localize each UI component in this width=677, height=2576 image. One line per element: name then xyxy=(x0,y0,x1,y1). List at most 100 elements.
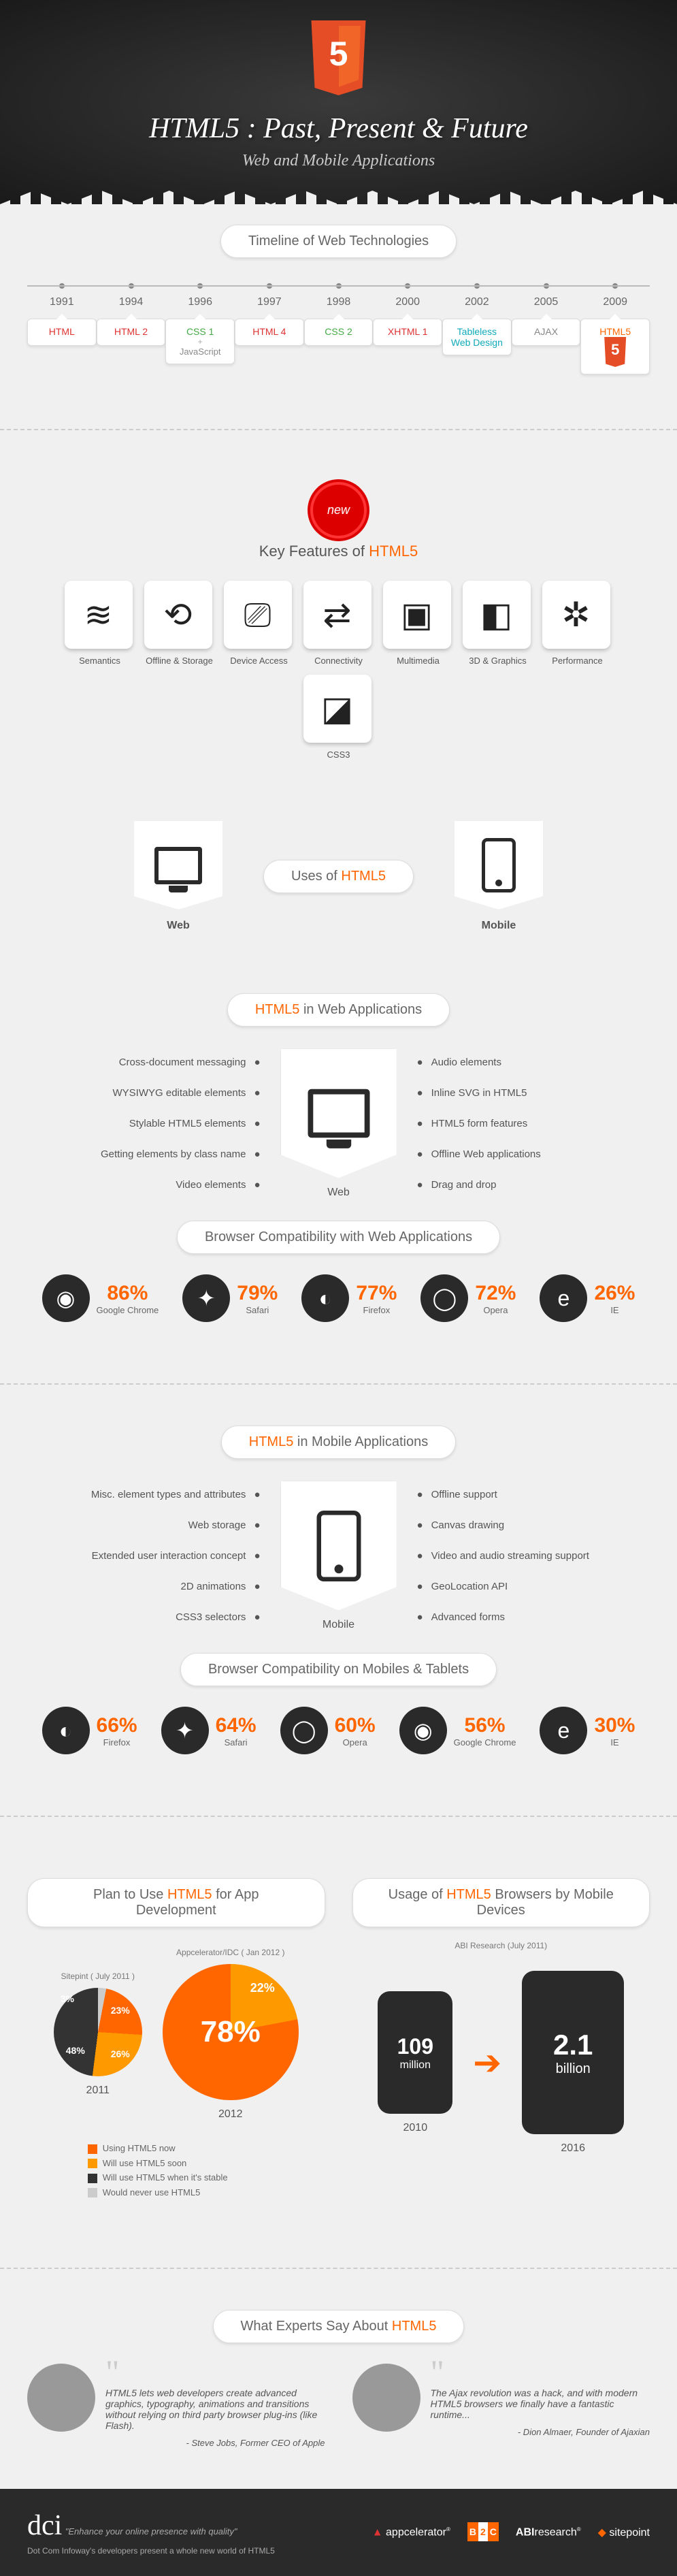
spoke-item: Drag and drop xyxy=(417,1170,621,1200)
plan-legend: Using HTML5 nowWill use HTML5 soonWill u… xyxy=(88,2141,265,2200)
timeline-item: 1996CSS 1+JavaScript xyxy=(165,281,235,374)
experts-section: What Experts Say About HTML5 " HTML5 let… xyxy=(0,2289,677,2489)
uses-web-label: Web xyxy=(134,920,222,932)
feature-icon: ⇄ xyxy=(303,581,371,649)
quote-icon: " xyxy=(105,2364,325,2381)
uses-section: Web Uses of HTML5 Mobile xyxy=(0,780,677,973)
webcompat-title: Browser Compatibility with Web Applicati… xyxy=(177,1221,500,1254)
spoke-item: Advanced forms xyxy=(417,1602,621,1632)
sponsor-logo: ABIresearch® xyxy=(516,2526,581,2539)
header-banner: 5 HTML5 : Past, Present & Future Web and… xyxy=(0,0,677,204)
browser-stat: ✦79%Safari xyxy=(182,1274,278,1322)
spoke-item: Web storage xyxy=(56,1510,261,1541)
feature-item: ◪CSS3 xyxy=(303,675,374,760)
webapps-title: HTML5 in Web Applications xyxy=(227,993,450,1027)
page-title: HTML5 : Past, Present & Future xyxy=(0,112,677,145)
phone-2016: 2.1billion xyxy=(522,1971,624,2134)
timeline-item: 2009HTML5 xyxy=(580,281,650,374)
spoke-item: Cross-document messaging xyxy=(56,1047,261,1078)
timeline-item: 1994HTML 2 xyxy=(97,281,166,374)
feature-icon: ◧ xyxy=(463,581,531,649)
spoke-item: CSS3 selectors xyxy=(56,1602,261,1632)
spoke-item: GeoLocation API xyxy=(417,1571,621,1602)
browser-icon: ✦ xyxy=(182,1274,230,1322)
mob-center-icon xyxy=(281,1481,397,1611)
mob-center-label: Mobile xyxy=(281,1619,397,1631)
browser-icon: ◐ xyxy=(42,1707,90,1754)
page-subtitle: Web and Mobile Applications xyxy=(0,152,677,170)
feature-item: ⇄Connectivity xyxy=(303,581,374,666)
timeline-section: Timeline of Web Technologies 1991HTML199… xyxy=(0,204,677,408)
arrow-icon: ➔ xyxy=(473,2043,501,2082)
web-icon xyxy=(134,821,222,909)
timeline-item: 2000XHTML 1 xyxy=(373,281,442,374)
usage-title: Usage of HTML5 Browsers by Mobile Device… xyxy=(352,1878,650,1927)
browser-stat: ◉86%Google Chrome xyxy=(42,1274,159,1322)
feature-icon: ◪ xyxy=(303,675,371,743)
webapps-section: HTML5 in Web Applications Cross-document… xyxy=(0,973,677,1363)
feature-icon: ≋ xyxy=(65,581,133,649)
footer: dci "Enhance your online presence with q… xyxy=(0,2489,677,2576)
browser-stat: ✦64%Safari xyxy=(161,1707,257,1754)
spoke-item: WYSIWYG editable elements xyxy=(56,1078,261,1108)
spoke-item: Stylable HTML5 elements xyxy=(56,1108,261,1139)
spoke-item: Video elements xyxy=(56,1170,261,1200)
sponsor-logo: ▲ appcelerator® xyxy=(372,2526,450,2539)
browser-stat: ◉56%Google Chrome xyxy=(399,1707,516,1754)
spoke-item: Offline Web applications xyxy=(417,1139,621,1170)
browser-stat: e26%IE xyxy=(540,1274,635,1322)
plan-title: Plan to Use HTML5 for App Development xyxy=(27,1878,325,1927)
feature-icon: ⟲ xyxy=(144,581,212,649)
browser-icon: e xyxy=(540,1274,587,1322)
spoke-item: Extended user interaction concept xyxy=(56,1541,261,1571)
quote-2: " The Ajax revolution was a hack, and wi… xyxy=(352,2364,650,2448)
browser-icon: ◯ xyxy=(280,1707,328,1754)
browser-icon: ◯ xyxy=(420,1274,468,1322)
spoke-item: 2D animations xyxy=(56,1571,261,1602)
legend-item: Would never use HTML5 xyxy=(88,2185,265,2200)
browser-icon: e xyxy=(540,1707,587,1754)
legend-item: Will use HTML5 when it's stable xyxy=(88,2170,265,2185)
timeline-title: Timeline of Web Technologies xyxy=(220,225,457,258)
avatar-almaer xyxy=(352,2364,420,2432)
timeline-item: 2002Tableless Web Design xyxy=(442,281,512,374)
sponsor-logo: ◆ sitepoint xyxy=(598,2526,650,2539)
browser-stat: e30%IE xyxy=(540,1707,635,1754)
mobapps-title: HTML5 in Mobile Applications xyxy=(221,1426,456,1459)
phone-2010-year: 2010 xyxy=(378,2122,452,2134)
feature-item: ⟲Offline & Storage xyxy=(144,581,215,666)
pie2011-src: Sitepint ( July 2011 ) xyxy=(54,1971,142,1981)
feature-item: ▣Multimedia xyxy=(383,581,454,666)
browser-icon: ◉ xyxy=(399,1707,447,1754)
spoke-item: Audio elements xyxy=(417,1047,621,1078)
footer-desc: Dot Com Infoway's developers present a w… xyxy=(27,2546,275,2556)
pie-2012: 22% 78% xyxy=(163,1964,299,2100)
browser-icon: ◉ xyxy=(42,1274,90,1322)
pie2012-year: 2012 xyxy=(163,2108,299,2121)
timeline-item: 2005AJAX xyxy=(512,281,581,374)
browser-stat: ◐66%Firefox xyxy=(42,1707,137,1754)
feature-icon: ✲ xyxy=(542,581,610,649)
timeline-item: 1991HTML xyxy=(27,281,97,374)
experts-title: What Experts Say About HTML5 xyxy=(213,2310,465,2343)
web-center-icon xyxy=(281,1049,397,1178)
uses-title: Uses of HTML5 xyxy=(263,860,414,893)
browser-icon: ✦ xyxy=(161,1707,209,1754)
quote2-author: - Dion Almaer, Founder of Ajaxian xyxy=(431,2427,650,2437)
web-center-label: Web xyxy=(281,1187,397,1199)
avatar-jobs xyxy=(27,2364,95,2432)
feature-item: ⎚Device Access xyxy=(224,581,295,666)
quote1-text: HTML5 lets web developers create advance… xyxy=(105,2387,325,2431)
phone-2010: 109million xyxy=(378,1991,452,2114)
feature-item: ≋Semantics xyxy=(65,581,135,666)
features-section: new Key Features of HTML5 ≋Semantics⟲Off… xyxy=(0,451,677,780)
feature-item: ◧3D & Graphics xyxy=(463,581,533,666)
spoke-item: Offline support xyxy=(417,1479,621,1510)
footer-tag: "Enhance your online presence with quali… xyxy=(65,2526,237,2537)
spoke-item: Getting elements by class name xyxy=(56,1139,261,1170)
feature-icon: ⎚ xyxy=(224,581,292,649)
sponsor-logo: B2C xyxy=(467,2526,499,2539)
timeline-item: 1998CSS 2 xyxy=(304,281,374,374)
pie2011-year: 2011 xyxy=(54,2084,142,2097)
spoke-item: HTML5 form features xyxy=(417,1108,621,1139)
